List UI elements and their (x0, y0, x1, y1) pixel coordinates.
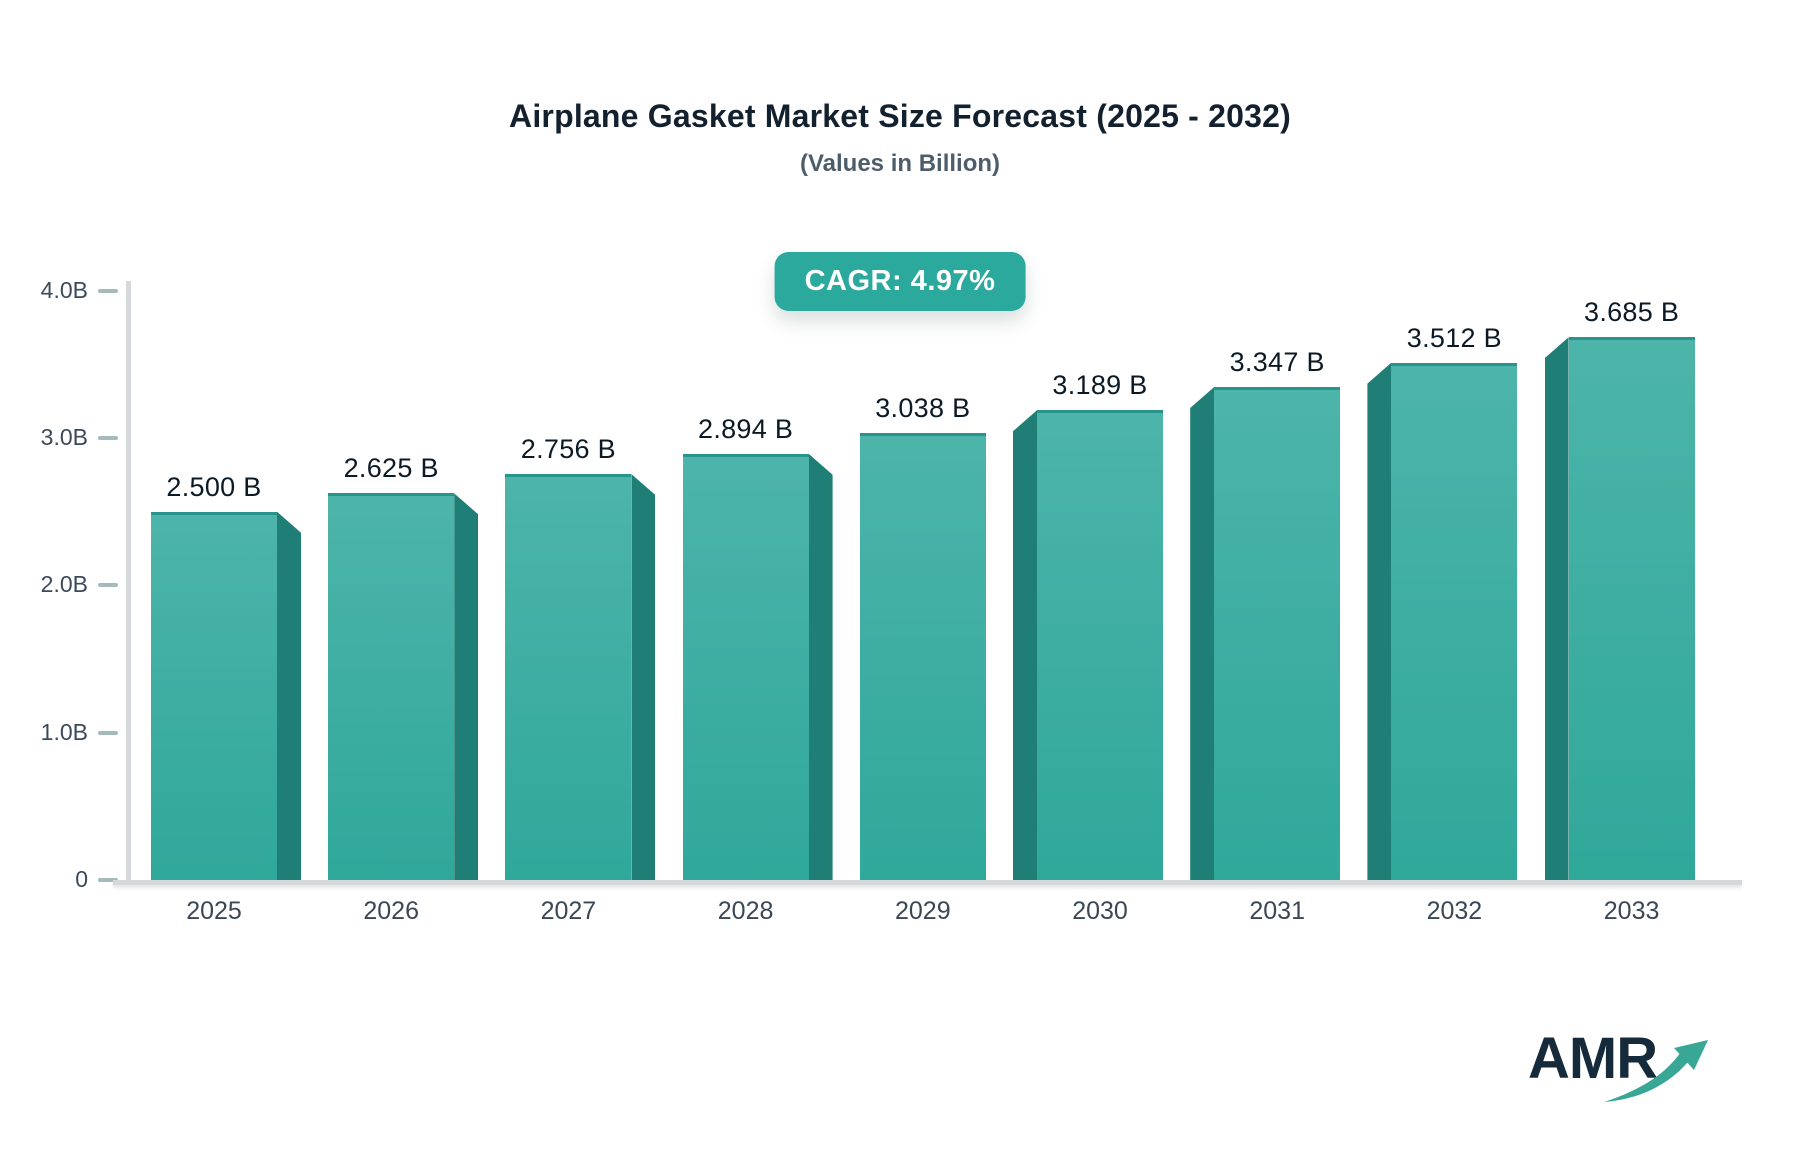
x-axis-line (113, 880, 1742, 885)
bar-side-face (1190, 386, 1215, 880)
y-tick-dash (98, 583, 118, 588)
y-tick-label: 0 (75, 866, 88, 892)
x-category-label: 2028 (717, 897, 774, 925)
x-category-label: 2026 (363, 897, 419, 925)
bar (1391, 362, 1518, 880)
x-category-label: 2033 (1603, 897, 1660, 925)
bar (1568, 337, 1695, 880)
x-category-label: 2032 (1426, 897, 1483, 925)
amr-logo: AMR (1528, 1030, 1758, 1120)
bar (328, 493, 455, 880)
bar-side-face (1367, 362, 1392, 880)
bar-value-label: 2.756 B (520, 434, 616, 465)
bar (859, 432, 986, 880)
bar (151, 511, 277, 880)
bar-side-face (1013, 410, 1037, 880)
x-category-label: 2030 (1072, 897, 1128, 925)
x-category-label: 2029 (894, 897, 951, 925)
y-tick-dash (98, 730, 118, 735)
bar-value-label: 3.347 B (1229, 346, 1325, 377)
cagr-badge-label: CAGR: 4.97% (804, 265, 996, 297)
y-tick-label: 1.0B (40, 718, 88, 745)
bar-value-label: 3.512 B (1406, 322, 1502, 353)
x-category-label: 2031 (1249, 897, 1305, 925)
bar-side-face (1544, 337, 1569, 880)
bar-value-label: 2.500 B (166, 471, 262, 502)
bar (505, 474, 632, 880)
amr-logo-text: AMR (1528, 1026, 1658, 1091)
x-category-label: 2027 (540, 897, 597, 925)
bar-side-face (808, 453, 833, 880)
y-tick-dash (98, 288, 118, 293)
bar (682, 453, 809, 880)
bar (1214, 386, 1341, 880)
bar-side-face (277, 511, 301, 880)
bar-value-label: 2.625 B (343, 453, 439, 484)
y-axis-line (126, 281, 131, 884)
bar-side-face (454, 493, 479, 880)
growth-arrow-icon (1604, 1040, 1708, 1102)
bar-value-label: 3.685 B (1584, 297, 1680, 328)
y-tick-label: 2.0B (40, 571, 88, 598)
y-tick-label: 3.0B (40, 424, 88, 451)
chart-subtitle: (Values in Billion) (799, 150, 1001, 177)
y-tick-dash (98, 878, 118, 882)
cagr-badge: CAGR: 4.97% (774, 252, 1026, 311)
x-category-label: 2025 (186, 897, 242, 925)
bar-value-label: 2.894 B (698, 413, 794, 444)
chart-title: Airplane Gasket Market Size Forecast (20… (509, 98, 1291, 134)
y-tick-label: 4.0B (40, 276, 88, 303)
bar-value-label: 3.189 B (1052, 370, 1148, 401)
bar-side-face (631, 474, 656, 880)
bar (1037, 410, 1163, 880)
y-tick-dash (98, 436, 118, 441)
bar-value-label: 3.038 B (875, 392, 971, 423)
